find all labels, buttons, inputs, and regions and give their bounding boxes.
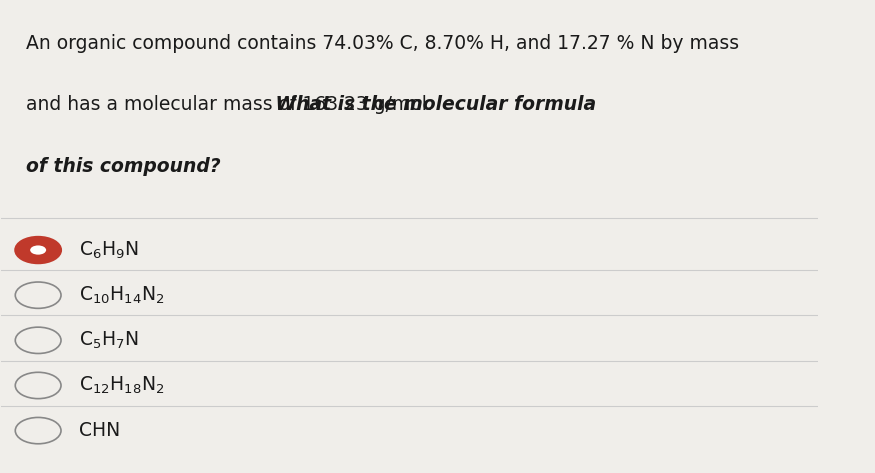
Text: C$_5$H$_7$N: C$_5$H$_7$N bbox=[79, 330, 138, 351]
Text: of this compound?: of this compound? bbox=[26, 157, 220, 175]
Text: and has a molecular mass of 163.23 g/mol.: and has a molecular mass of 163.23 g/mol… bbox=[26, 96, 432, 114]
Text: CHN: CHN bbox=[79, 421, 120, 440]
Circle shape bbox=[15, 237, 61, 263]
Text: What is the molecular formula: What is the molecular formula bbox=[269, 96, 596, 114]
Circle shape bbox=[30, 245, 46, 254]
Text: C$_{10}$H$_{14}$N$_2$: C$_{10}$H$_{14}$N$_2$ bbox=[79, 285, 164, 306]
Text: C$_{12}$H$_{18}$N$_2$: C$_{12}$H$_{18}$N$_2$ bbox=[79, 375, 164, 396]
Text: C$_6$H$_9$N: C$_6$H$_9$N bbox=[79, 239, 138, 261]
Text: An organic compound contains 74.03% C, 8.70% H, and 17.27 % N by mass: An organic compound contains 74.03% C, 8… bbox=[26, 35, 739, 53]
